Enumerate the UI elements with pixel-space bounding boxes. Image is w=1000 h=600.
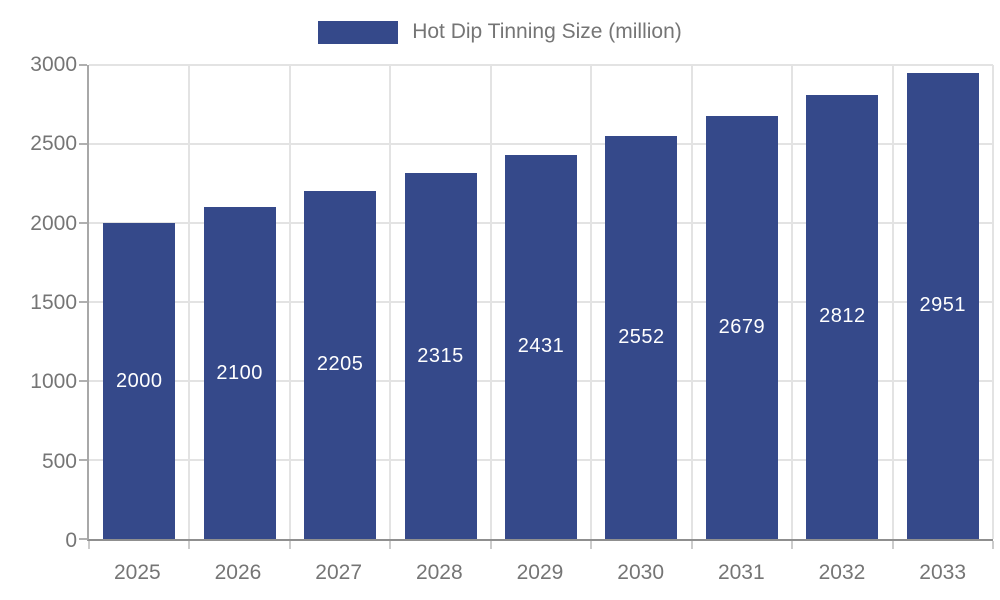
bar-value-label: 2951 (919, 294, 967, 317)
bar[interactable]: 2812 (806, 94, 879, 539)
bar-value-label: 2315 (417, 344, 464, 367)
x-tick-label: 2026 (214, 561, 262, 584)
bar[interactable]: 2431 (505, 154, 577, 539)
v-gridline (891, 65, 894, 539)
x-tick-label: 2030 (617, 561, 665, 584)
y-axis: 0 500 1000 1500 2000 2500 3000 (0, 53, 77, 552)
y-tick-mark (79, 459, 87, 462)
h-gridline (89, 64, 993, 66)
x-tick-mark (590, 541, 593, 549)
x-axis: 2025 2026 2027 2028 2029 2030 2031 2032 2033 (87, 556, 993, 590)
x-tick-mark (690, 541, 693, 549)
y-tick-label: 1000 (30, 370, 77, 394)
bar-value-label: 2000 (115, 369, 163, 392)
legend-swatch (318, 20, 399, 44)
bar-value-label: 2552 (618, 325, 665, 348)
x-tick-label: 2032 (818, 561, 866, 584)
bar[interactable]: 2552 (605, 135, 678, 539)
bar-value-label: 2205 (316, 353, 364, 376)
v-gridline (791, 65, 794, 539)
y-tick-mark (79, 143, 87, 145)
bar[interactable]: 2000 (103, 223, 176, 539)
y-tick-label: 2500 (30, 132, 77, 156)
legend-label: Hot Dip Tinning Size (million) (412, 20, 682, 43)
x-tick-mark (88, 541, 90, 549)
h-gridline (89, 143, 993, 145)
x-tick-mark (489, 541, 492, 549)
x-tick-label: 2031 (717, 561, 765, 584)
bar[interactable]: 2205 (304, 190, 377, 539)
v-gridline (489, 65, 492, 539)
legend[interactable]: Hot Dip Tinning Size (million) (0, 17, 1000, 47)
x-tick-mark (389, 541, 392, 549)
y-tick-label: 1500 (30, 291, 77, 314)
y-tick-mark (79, 222, 87, 225)
plot-area: 2000 2100 2205 2315 2431 2552 2679 2812 2951 (79, 64, 994, 549)
bar[interactable]: 2100 (203, 207, 276, 539)
y-tick-mark (79, 538, 87, 540)
bar-value-label: 2431 (517, 335, 565, 358)
bar-value-label: 2812 (819, 305, 866, 328)
x-tick-mark (791, 541, 794, 549)
x-tick-label: 2025 (113, 561, 161, 584)
y-tick-mark (79, 64, 87, 66)
y-tick-mark (79, 301, 87, 303)
bar-value-label: 2100 (216, 361, 263, 384)
y-tick-label: 500 (41, 449, 77, 473)
x-tick-label: 2029 (516, 561, 564, 584)
v-gridline (188, 65, 191, 539)
v-gridline (389, 65, 392, 539)
x-tick-label: 2033 (919, 561, 967, 584)
v-gridline (590, 65, 593, 539)
bar[interactable]: 2315 (404, 173, 477, 539)
x-tick-label: 2028 (415, 561, 463, 584)
bar[interactable]: 2679 (705, 115, 778, 539)
v-gridline (992, 65, 994, 539)
y-tick-label: 3000 (30, 53, 77, 76)
x-tick-label: 2027 (315, 561, 363, 584)
v-gridline (288, 65, 291, 539)
y-tick-label: 0 (65, 529, 77, 552)
v-gridline (690, 65, 693, 539)
x-tick-mark (891, 541, 894, 549)
x-tick-mark (992, 541, 994, 549)
bar[interactable]: 2951 (906, 72, 979, 539)
y-tick-mark (79, 380, 87, 383)
y-tick-label: 2000 (30, 211, 77, 235)
bar-value-label: 2679 (718, 315, 766, 338)
x-tick-mark (188, 541, 191, 549)
x-tick-mark (288, 541, 291, 549)
